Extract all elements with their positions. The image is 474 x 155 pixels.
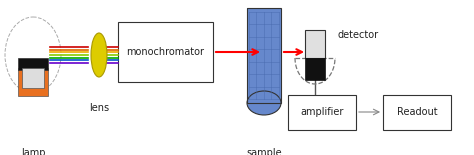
Bar xyxy=(118,22,213,82)
Ellipse shape xyxy=(91,33,107,77)
Text: lens: lens xyxy=(89,103,109,113)
Bar xyxy=(247,8,281,103)
Bar xyxy=(22,68,44,88)
Bar xyxy=(383,95,451,130)
Text: monochromator: monochromator xyxy=(126,47,204,57)
Ellipse shape xyxy=(247,91,281,115)
Bar xyxy=(305,58,325,80)
Text: lamp: lamp xyxy=(21,148,45,155)
Text: amplifier: amplifier xyxy=(301,107,344,117)
Bar xyxy=(18,68,48,96)
Bar xyxy=(247,8,281,103)
Bar xyxy=(288,95,356,130)
Text: sample
cuvette: sample cuvette xyxy=(246,148,283,155)
Text: detector: detector xyxy=(338,30,379,40)
Bar xyxy=(18,58,48,70)
Text: Readout: Readout xyxy=(397,107,438,117)
Bar xyxy=(305,30,325,58)
